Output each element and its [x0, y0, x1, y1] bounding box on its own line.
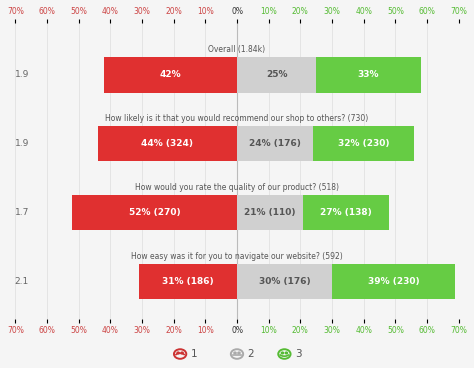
Text: 44% (324): 44% (324) [141, 139, 193, 148]
Text: How likely is it that you would recommend our shop to others? (730): How likely is it that you would recommen… [105, 114, 369, 123]
Text: 24% (176): 24% (176) [249, 139, 301, 148]
Bar [139, 263, 237, 299]
Text: 2: 2 [247, 349, 254, 359]
Bar [73, 195, 237, 230]
Text: 25%: 25% [266, 70, 287, 79]
Bar [316, 57, 420, 92]
Text: 3: 3 [295, 349, 301, 359]
Text: 21% (110): 21% (110) [245, 208, 296, 217]
Bar [313, 125, 414, 162]
Text: 42%: 42% [160, 70, 182, 79]
Text: 1: 1 [191, 349, 197, 359]
Text: 33%: 33% [358, 70, 379, 79]
Text: 27% (138): 27% (138) [320, 208, 372, 217]
Text: 1.7: 1.7 [15, 208, 29, 217]
Bar [98, 125, 237, 162]
Bar [237, 195, 303, 230]
Text: 52% (270): 52% (270) [129, 208, 181, 217]
Bar [237, 263, 332, 299]
Bar [104, 57, 237, 92]
Text: 2.1: 2.1 [15, 277, 29, 286]
Text: 32% (230): 32% (230) [338, 139, 389, 148]
Text: How easy was it for you to navigate our website? (592): How easy was it for you to navigate our … [131, 252, 343, 261]
Bar [237, 125, 313, 162]
Text: 30% (176): 30% (176) [259, 277, 310, 286]
Bar [303, 195, 389, 230]
Text: 1.9: 1.9 [15, 70, 29, 79]
Text: 31% (186): 31% (186) [162, 277, 214, 286]
Text: How would you rate the quality of our product? (518): How would you rate the quality of our pr… [135, 183, 339, 192]
Text: Overall (1.84k): Overall (1.84k) [209, 45, 265, 54]
Text: 39% (230): 39% (230) [368, 277, 419, 286]
Text: 1.9: 1.9 [15, 139, 29, 148]
Bar [237, 57, 316, 92]
Bar [332, 263, 456, 299]
